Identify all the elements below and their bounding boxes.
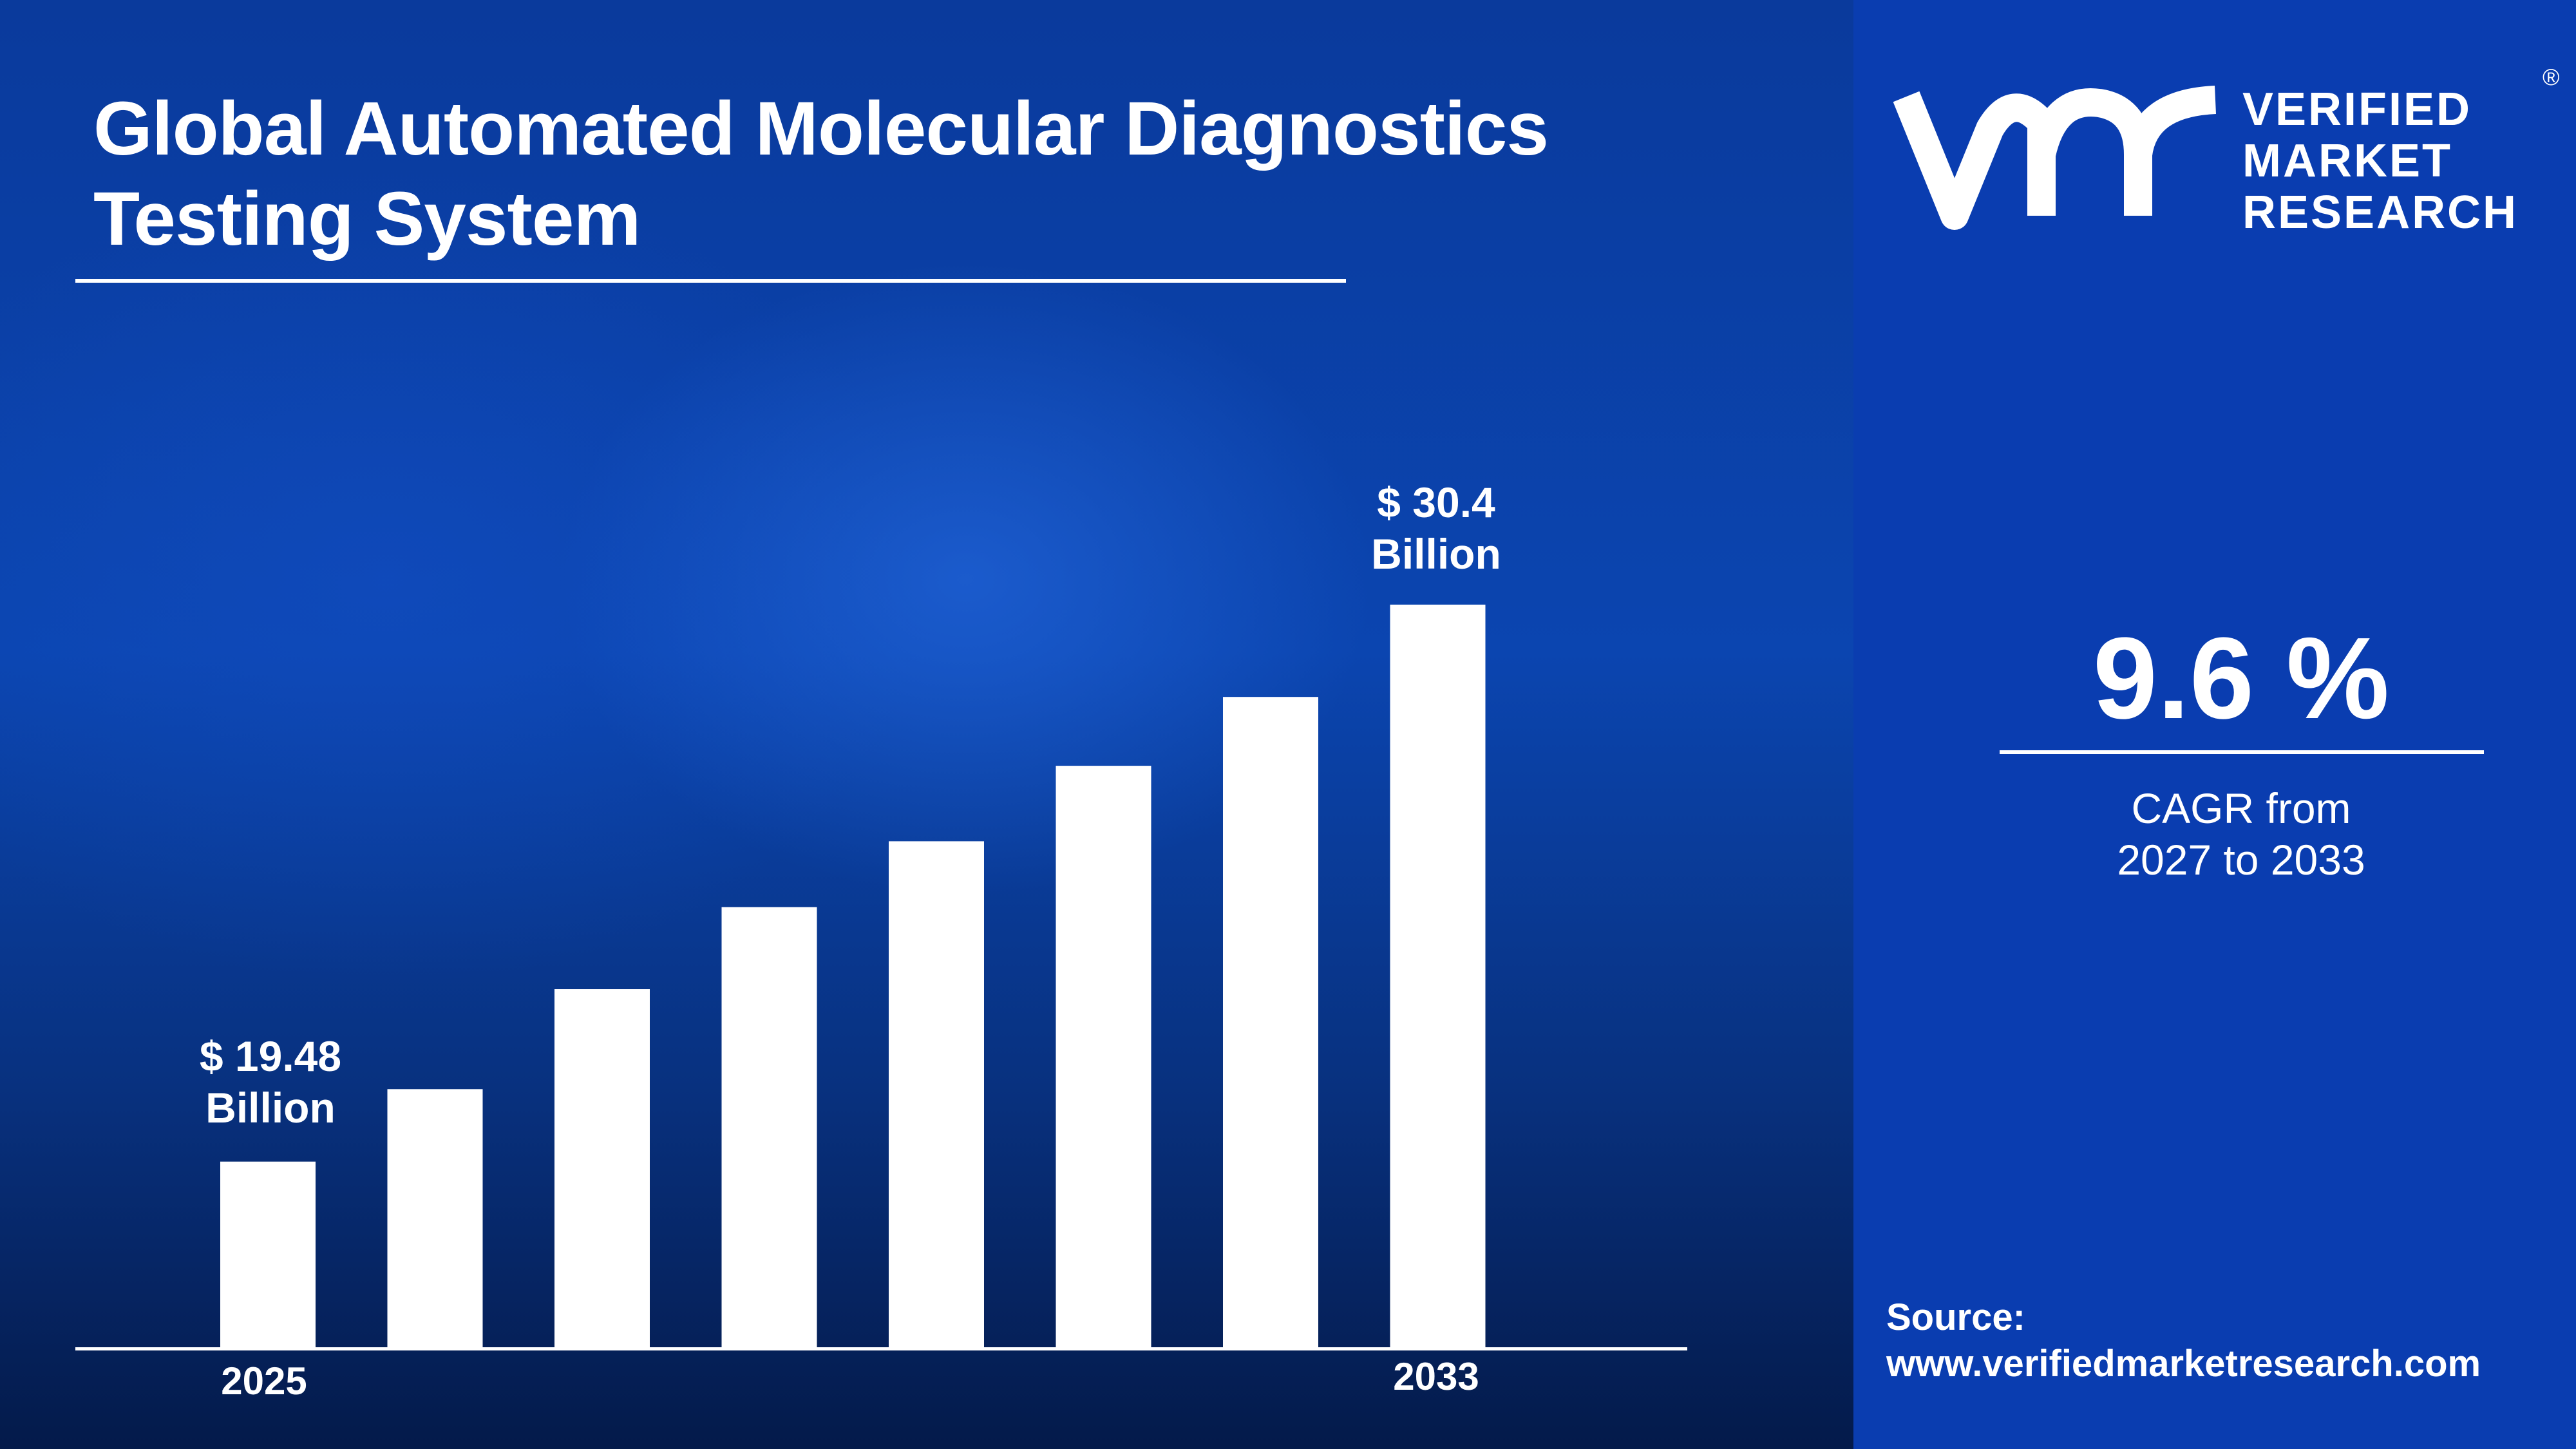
brand-line: VERIFIED	[2242, 84, 2472, 135]
data-label-value: $ 19.48	[199, 1032, 342, 1080]
title-divider	[75, 279, 1346, 283]
bar-2032	[1390, 604, 1486, 1347]
x-tick-2025: 2025	[221, 1359, 307, 1403]
bar-2031	[1223, 697, 1318, 1347]
data-label-2033: $ 30.4 Billion	[1327, 477, 1546, 580]
x-axis-line	[75, 1347, 1687, 1350]
title-line-1: Global Automated Molecular Diagnostics	[93, 86, 1549, 171]
source-url[interactable]: www.verifiedmarketresearch.com	[1886, 1343, 2481, 1385]
bar-2028	[721, 907, 817, 1347]
brand-panel	[1853, 0, 2576, 1449]
cagr-value: 9.6 %	[2092, 614, 2390, 743]
source: Source: www.verifiedmarketresearch.com	[1886, 1294, 2481, 1387]
brand-line: MARKET	[2242, 135, 2452, 187]
cagr-label-line: 2027 to 2033	[2117, 836, 2365, 884]
bar-2030	[1056, 766, 1151, 1347]
bar-2026	[387, 1089, 483, 1347]
bar-2029	[889, 841, 984, 1347]
vmr-logo-icon	[1893, 86, 2217, 230]
title-line-2: Testing System	[93, 176, 641, 261]
source-label: Source:	[1886, 1296, 2025, 1338]
data-label-2025: $ 19.48 Billion	[161, 1030, 380, 1133]
bar-2027	[554, 989, 650, 1347]
chart-title: Global Automated Molecular Diagnostics T…	[93, 84, 1549, 264]
data-label-unit: Billion	[1371, 530, 1501, 578]
cagr-label: CAGR from 2027 to 2033	[1919, 782, 2563, 886]
data-label-value: $ 30.4	[1377, 478, 1495, 526]
data-label-unit: Billion	[205, 1084, 336, 1132]
bar-2025	[220, 1161, 316, 1347]
cagr-label-line: CAGR from	[2131, 784, 2351, 832]
bar-chart	[0, 0, 1853, 1449]
registered-mark: ®	[2543, 64, 2560, 90]
x-tick-2033: 2033	[1393, 1355, 1479, 1398]
brand-line: RESEARCH	[2242, 187, 2519, 238]
cagr-divider	[2000, 750, 2484, 754]
brand-wordmark: VERIFIED MARKET RESEARCH	[2242, 84, 2518, 238]
